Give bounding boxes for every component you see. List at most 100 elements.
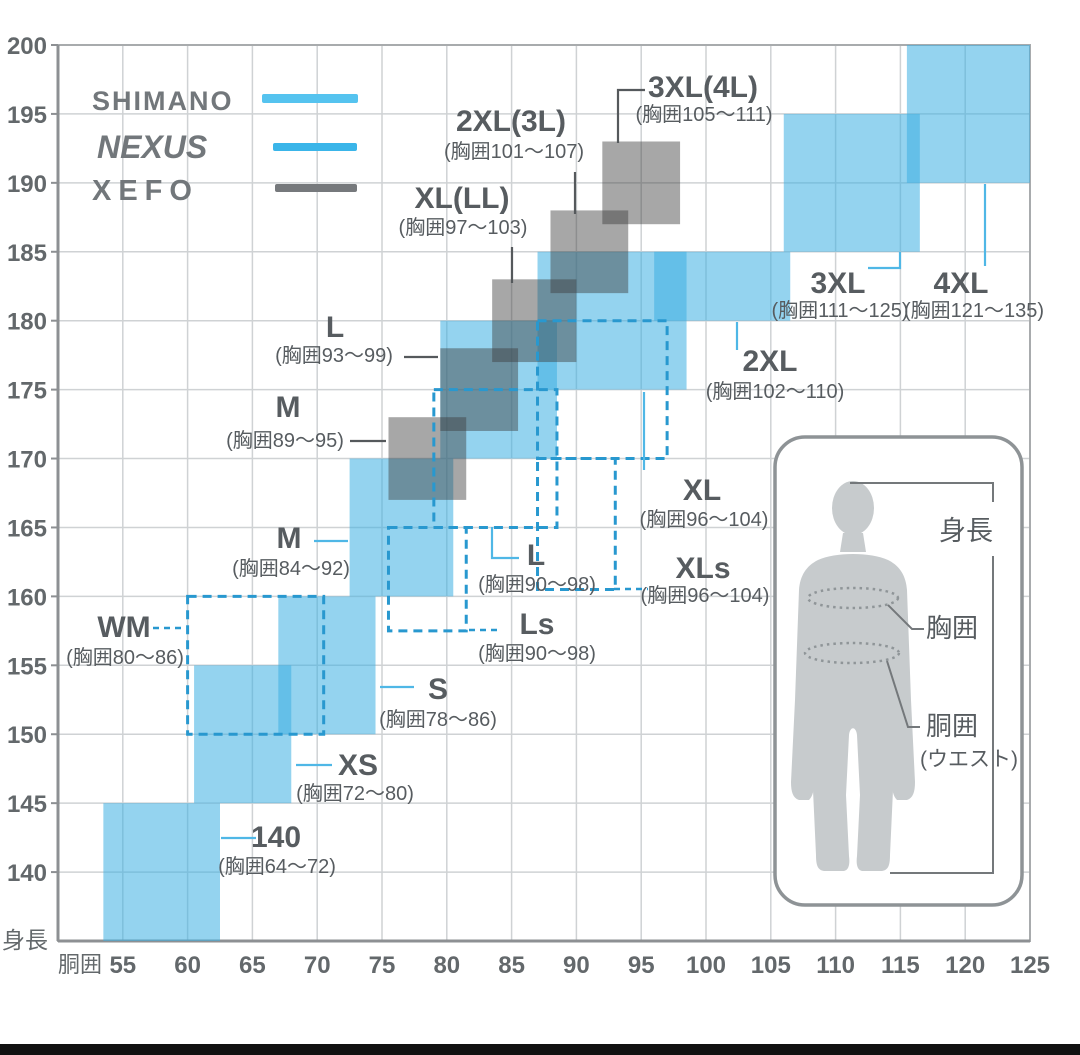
chest-range-xefo-xl: (胸囲97～103) [399,216,528,239]
size-label-nexus-wm: WM [97,611,150,644]
label-connector-nexus-l [490,527,519,560]
x-tick-label: 75 [369,952,396,979]
size-label-xefo-3xl: 3XL(4L) [648,71,758,104]
legend-logo-nexus: NEXUS [97,129,208,165]
x-axis-title: 胴囲 [58,952,102,977]
chest-range-shimano-2xl: (胸囲102～110) [706,380,845,403]
chest-range-shimano-4xl: (胸囲121～135) [904,299,1044,322]
x-tick-label: 100 [686,952,726,979]
y-tick-label: 140 [7,860,47,887]
size-label-shimano-m: M [277,522,302,555]
chest-range-shimano-m: (胸囲84～92) [232,557,350,580]
size-label-xefo-2xl: 2XL(3L) [456,105,566,138]
chest-range-xefo-3xl: (胸囲105～111) [635,103,772,126]
size-box-xefo-xl [492,279,577,363]
chest-measure-ellipse [806,586,900,610]
y-tick-label: 150 [7,722,47,749]
figure-neck [840,533,866,552]
waist-label: 胴囲 [926,711,978,741]
figure-head [832,481,874,535]
legend-line-xefo [275,184,357,192]
size-box-shimano-3xl [783,113,920,252]
figure-torso-legs [809,554,897,871]
y-tick-label: 195 [7,102,47,129]
y-tick-label: 200 [7,33,47,60]
x-tick-label: 90 [563,952,590,979]
chest-range-nexus-l: (胸囲90～98) [478,573,596,596]
size-label-nexus-xls: XLs [675,552,730,585]
height-label: 身長 [939,516,993,546]
y-tick-label: 165 [7,515,47,542]
x-tick-label: 80 [433,952,460,979]
size-label-xefo-xl: XL(LL) [415,182,510,215]
x-tick-label: 125 [1010,952,1050,979]
size-box-shimano-2xl [654,251,791,321]
size-label-shimano-2xl: 2XL [742,345,797,378]
chest-range-shimano-3xl: (胸囲111～125) [771,299,908,322]
label-connector-shimano-3xl [868,252,902,270]
size-box-xefo-m [388,417,467,500]
size-label-nexus-ls: Ls [519,608,554,641]
figure-right-arm [888,560,915,800]
legend-logo-shimano: SHIMANO [92,86,234,116]
x-tick-label: 70 [304,952,331,979]
waist-measure-ellipse [803,641,901,665]
chest-range-xefo-m: (胸囲89～95) [226,429,344,452]
size-label-xefo-l: L [326,311,344,344]
size-box-nexus-l [432,388,559,529]
y-axis-title: 身長 [2,927,48,953]
x-tick-label: 110 [816,952,855,979]
y-tick-label: 160 [7,584,47,611]
legend: SHIMANO NEXUS XEFO [92,86,358,207]
chest-range-nexus-xls: (胸囲96～104) [641,584,770,607]
chest-range-xefo-l: (胸囲93～99) [275,344,393,367]
size-box-xefo-3xl [602,141,681,225]
waist-sub-label: (ウエスト) [920,748,1018,771]
y-tick-label: 170 [7,447,47,474]
x-tick-label: 85 [498,952,525,979]
x-tick-label: 95 [628,952,655,979]
x-tick-label: 115 [881,952,920,979]
footer-bar [0,1044,1080,1055]
height-bracket-top [850,482,994,502]
size-box-shimano-s [278,596,376,735]
y-tick-label: 180 [7,309,47,336]
series-xefo [388,141,681,500]
size-box-shimano-4xl [906,45,1030,183]
size-label-shimano-140: 140 [251,821,301,854]
size-label-shimano-4xl: 4XL [933,267,988,300]
axis-ticks: 200 195 190 185 180 175 170 165 160 155 150 145 140 身… [2,33,1050,979]
size-label-shimano-xs: XS [338,749,378,782]
y-tick-label: 175 [7,378,47,405]
chest-range-nexus-wm: (胸囲80～86) [66,646,184,669]
chest-range-shimano-xs: (胸囲72～80) [296,782,414,805]
size-label-shimano-s: S [428,673,448,706]
x-tick-label: 55 [109,952,136,979]
chest-range-shimano-s: (胸囲78～86) [379,708,497,731]
size-box-nexus-xl [536,319,669,461]
chest-range-shimano-140: (胸囲64～72) [218,855,336,878]
chest-leader-line [887,604,924,630]
size-label-nexus-xl: XL [683,474,721,507]
legend-logo-xefo: XEFO [92,175,199,207]
legend-line-nexus [273,143,357,151]
x-tick-label: 120 [945,952,985,979]
label-connector-xefo-3xl [616,88,645,143]
size-box-xefo-2xl [550,210,629,294]
size-box-shimano-140 [103,803,220,941]
y-tick-label: 155 [7,653,47,680]
size-box-nexus-ls [386,525,468,633]
legend-line-shimano [262,94,358,103]
x-tick-label: 65 [239,952,266,979]
size-label-shimano-3xl: 3XL [810,267,865,300]
waist-leader-line [886,660,920,728]
chest-range-nexus-xl: (胸囲96～104) [640,508,769,531]
figure-left-arm [791,560,818,800]
y-tick-label: 185 [7,240,47,267]
size-box-nexus-wm [186,594,326,736]
size-labels: 3XL(4L)(胸囲105～111) 2XL(3L)(胸囲101～107) XL(L… [66,71,1044,878]
size-label-nexus-l: L [527,539,545,572]
size-label-xefo-m: M [276,391,301,424]
